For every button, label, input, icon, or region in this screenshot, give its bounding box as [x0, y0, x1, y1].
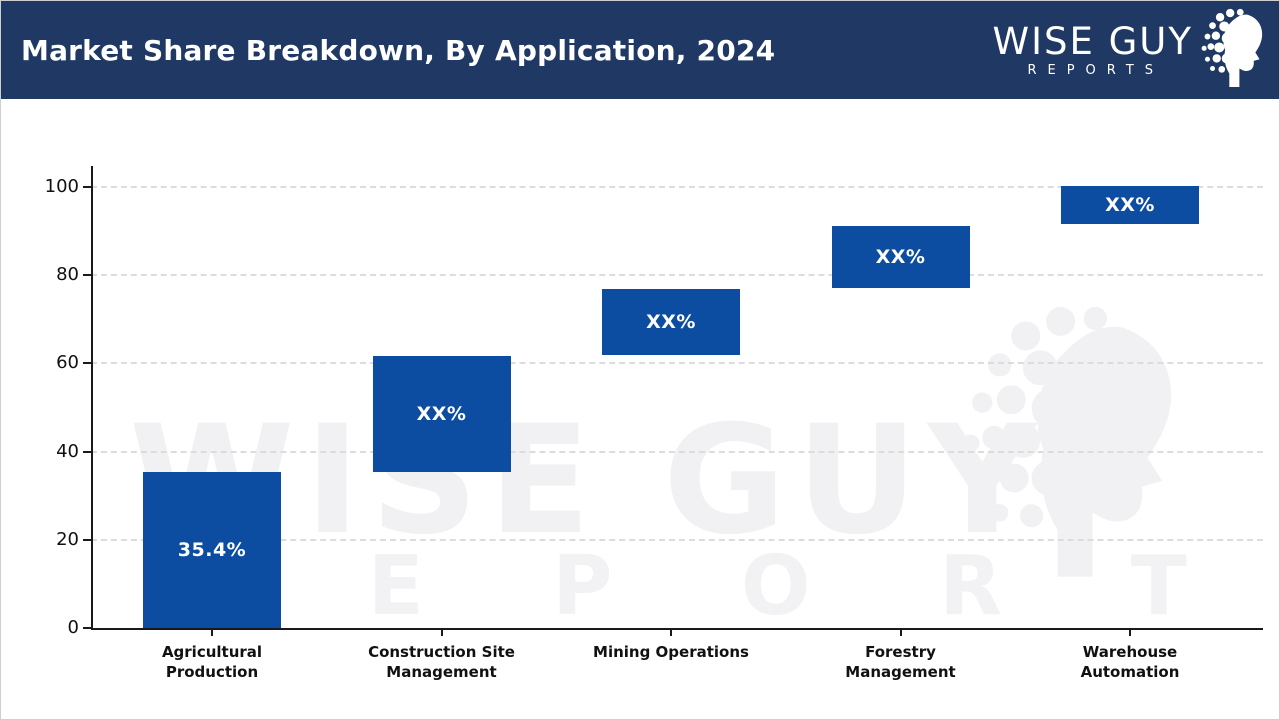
- chart-area: WISE GUY R E P O R T S 02040608010035.4%…: [1, 99, 1279, 719]
- bar-value-label: XX%: [1105, 194, 1155, 217]
- x-category-label: Construction Site Management: [327, 642, 557, 682]
- x-category-label-line: Management: [845, 663, 956, 681]
- x-tick-mark: [211, 630, 213, 636]
- y-tick-label: 20: [56, 528, 79, 550]
- x-category-label-line: Forestry: [865, 643, 936, 661]
- gridline-y60: [91, 362, 1263, 365]
- x-category-label-line: Production: [165, 663, 259, 681]
- page-title: Market Share Breakdown, By Application, …: [21, 33, 776, 67]
- y-tick-mark: [83, 362, 91, 365]
- y-tick-mark: [83, 450, 91, 453]
- gridline-y80: [91, 274, 1263, 277]
- y-tick-label: 80: [56, 264, 79, 286]
- x-category-label-line: Warehouse: [1082, 643, 1178, 661]
- bar-value-label: XX%: [875, 246, 926, 269]
- x-category-label: Mining Operations: [556, 642, 786, 662]
- bar-forestry-management: XX%: [831, 225, 970, 289]
- gridline-y100: [91, 186, 1263, 188]
- y-tick-mark: [83, 186, 91, 188]
- x-axis-line: [91, 628, 1263, 630]
- y-tick-label: 40: [56, 440, 79, 462]
- x-category-label: Forestry Management: [786, 642, 1016, 682]
- x-category-label: Agricultural Production: [97, 642, 327, 682]
- x-category-label-line: Management: [386, 663, 497, 681]
- x-tick-mark: [440, 630, 443, 636]
- y-tick-label: 100: [44, 176, 79, 197]
- y-tick-mark: [83, 627, 91, 629]
- x-category-label-line: Agricultural: [161, 643, 263, 661]
- x-category-label-line: Construction Site: [368, 643, 515, 661]
- logo-wordmark: WISE GUY: [992, 19, 1193, 63]
- gridline-y20: [91, 538, 1263, 541]
- x-category-label: Warehouse Automation: [1015, 642, 1245, 682]
- header-bar: Market Share Breakdown, By Application, …: [1, 1, 1279, 99]
- bar-construction-site-management: XX%: [372, 356, 511, 472]
- y-tick-label: 0: [67, 617, 79, 638]
- bar-value-label: XX%: [646, 310, 696, 333]
- wise-guy-logo: WISE GUY REPORTS: [993, 8, 1267, 92]
- y-tick-mark: [83, 538, 91, 541]
- x-category-label-line: Mining Operations: [593, 643, 749, 661]
- x-tick-mark: [1129, 630, 1131, 636]
- dotted-head-profile-icon: [1195, 8, 1267, 92]
- x-tick-mark: [670, 630, 672, 636]
- y-tick-mark: [83, 274, 91, 277]
- bar-value-label: XX%: [416, 403, 467, 426]
- y-tick-label: 60: [56, 352, 79, 374]
- bar-value-label: 35.4%: [177, 538, 247, 561]
- x-category-label-line: Automation: [1080, 663, 1180, 681]
- y-axis-line: [91, 166, 93, 630]
- x-tick-mark: [899, 630, 902, 636]
- logo-text: WISE GUY REPORTS: [993, 23, 1193, 78]
- gridline-y40: [91, 450, 1263, 453]
- bar-warehouse-automation: XX%: [1061, 186, 1199, 225]
- logo-subtitle: REPORTS: [1027, 62, 1165, 78]
- bar-mining-operations: XX%: [602, 289, 740, 355]
- bar-agricultural-production: 35.4%: [143, 471, 281, 628]
- watermark-subtitle: R E P O R T S: [176, 539, 1279, 634]
